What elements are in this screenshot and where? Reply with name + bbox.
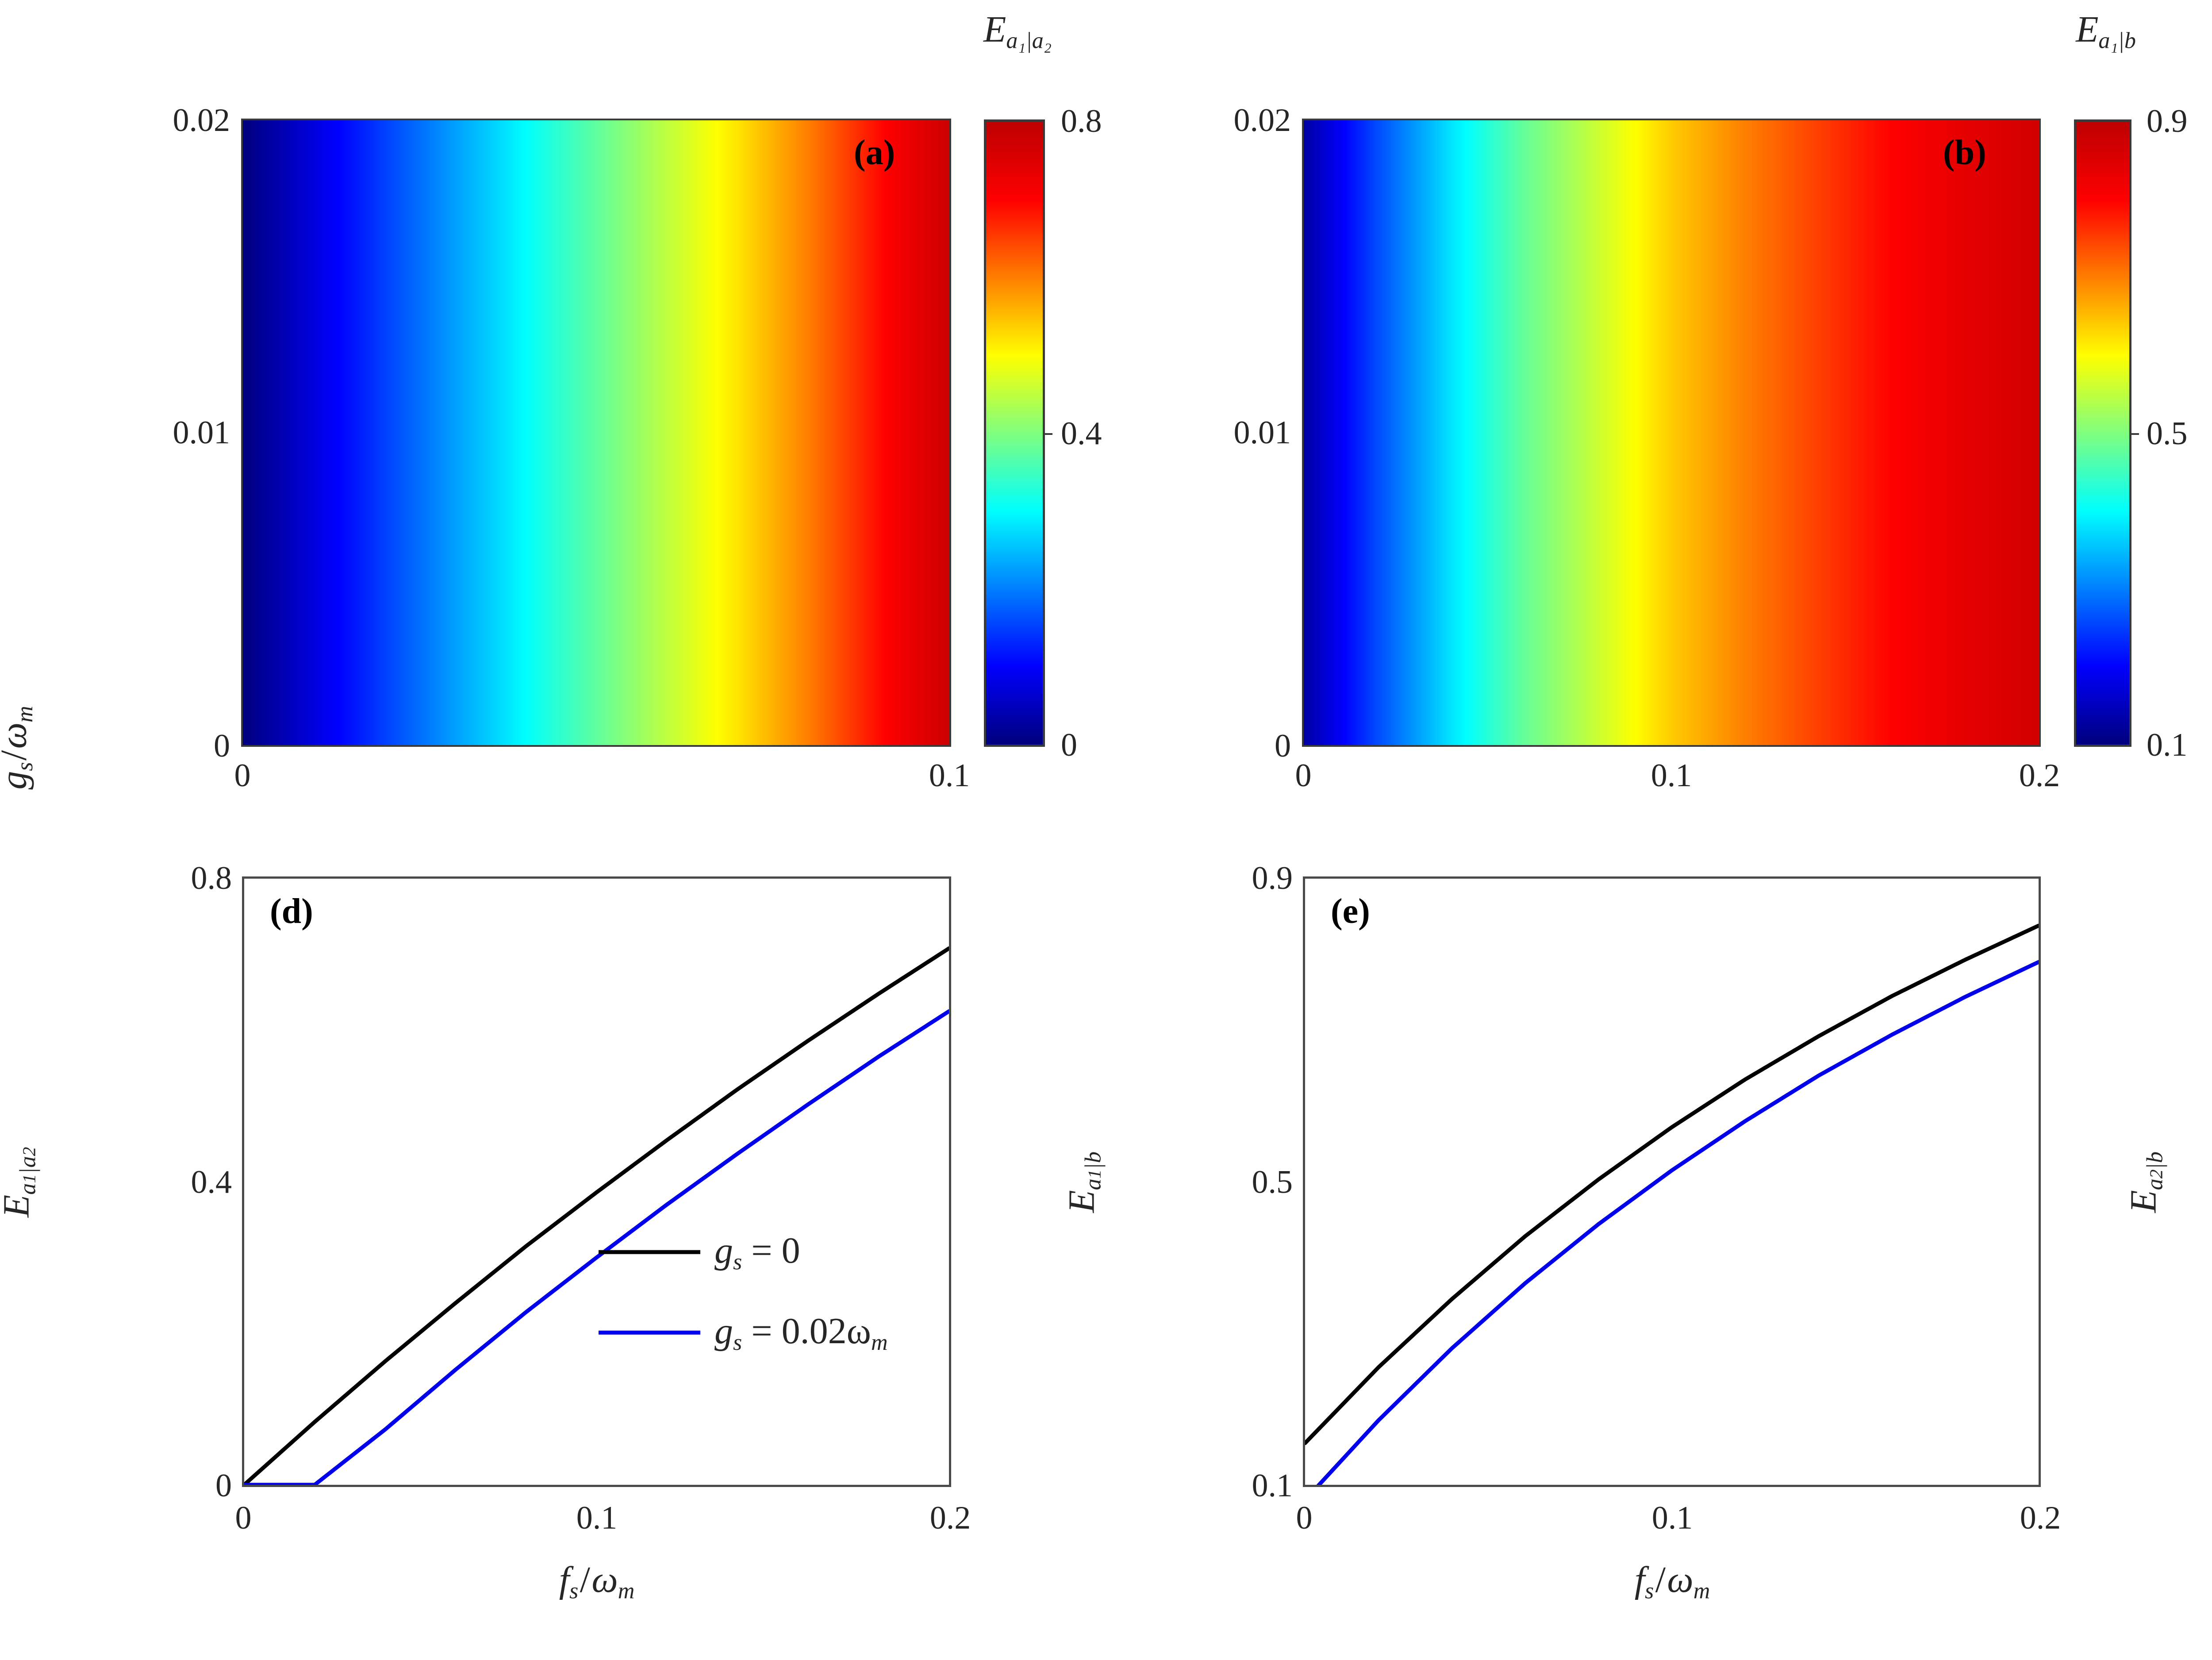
ytick-a-2: 0.02 bbox=[173, 102, 230, 138]
colorbar-a bbox=[984, 119, 1052, 747]
xtick-b-1: 0.1 bbox=[1651, 757, 1692, 794]
cbtick-b-0: 0.1 bbox=[2147, 727, 2188, 763]
cbtick-b-1: 0.5 bbox=[2147, 415, 2188, 452]
xtick-e-1: 0.1 bbox=[1651, 1500, 1693, 1536]
xtick-a-1: 0.1 bbox=[929, 757, 970, 794]
ytick-e-2: 0.9 bbox=[1252, 860, 1293, 896]
heatmap-b bbox=[1302, 119, 2041, 747]
lineplot-e bbox=[1303, 876, 2041, 1487]
xtick-b-0: 0 bbox=[1295, 757, 1312, 794]
panel-label-d: (d) bbox=[270, 892, 313, 931]
ytick-e-0: 0.1 bbox=[1252, 1468, 1293, 1504]
panel-label-b: (b) bbox=[1943, 133, 1986, 172]
curve-e-0 bbox=[1305, 923, 2039, 1445]
ytick-b-0: 0 bbox=[1275, 728, 1291, 764]
xtick-e-2: 0.2 bbox=[2020, 1500, 2061, 1536]
colorbar-tick-a-mid bbox=[1043, 433, 1052, 435]
colorbar-title-a: Ea₁|a₂ bbox=[983, 9, 1052, 54]
ytick-a-0: 0 bbox=[214, 728, 230, 764]
ylabel-a-g: g bbox=[0, 771, 34, 790]
xlabel-e: fs/ωm bbox=[1634, 1559, 1710, 1604]
xtick-e-0: 0 bbox=[1296, 1500, 1313, 1536]
panel-label-a: (a) bbox=[854, 133, 895, 172]
ylabel-e-sub: a1|b bbox=[1080, 1151, 1106, 1190]
curve-e-1 bbox=[1316, 960, 2039, 1485]
xtick-a-0: 0 bbox=[234, 757, 251, 794]
ylabel-d-sub: a1|a2 bbox=[15, 1147, 40, 1195]
xtick-b-2: 0.2 bbox=[2019, 757, 2060, 794]
legend-swatch-black bbox=[599, 1250, 700, 1254]
ylabel-d: Ea1|a2 bbox=[0, 1147, 41, 1217]
ytick-d-1: 0.4 bbox=[191, 1164, 232, 1200]
xtick-d-0: 0 bbox=[235, 1500, 252, 1536]
legend-label-0: gs = 0 bbox=[714, 1230, 800, 1275]
cbtick-a-0: 0 bbox=[1061, 727, 1077, 763]
ytick-d-2: 0.8 bbox=[191, 860, 232, 896]
cbtick-a-1: 0.4 bbox=[1061, 415, 1102, 452]
curve-d-1 bbox=[244, 1009, 949, 1485]
xtick-d-1: 0.1 bbox=[576, 1500, 618, 1536]
panel-label-e: (e) bbox=[1331, 892, 1370, 931]
colorbar-tick-b-mid bbox=[2129, 433, 2139, 435]
cbtick-a-2: 0.8 bbox=[1061, 103, 1102, 139]
ylabel-f-sub: a2|b bbox=[2142, 1151, 2167, 1190]
colorbar-title-b: Ea₁|b bbox=[2076, 9, 2136, 54]
colorbar-b bbox=[2074, 119, 2139, 747]
xtick-d-2: 0.2 bbox=[929, 1500, 971, 1536]
legend-label-1: gs = 0.02ωm bbox=[714, 1310, 888, 1355]
lineplot-d bbox=[242, 876, 951, 1487]
legend-swatch-blue bbox=[599, 1330, 700, 1335]
xlabel-d: fs/ωm bbox=[559, 1559, 635, 1604]
ytick-d-0: 0 bbox=[215, 1468, 232, 1504]
curve-d-0 bbox=[244, 946, 949, 1485]
ytick-e-1: 0.5 bbox=[1252, 1164, 1293, 1200]
ylabel-a: gs/ωm bbox=[0, 706, 38, 789]
ytick-b-2: 0.02 bbox=[1233, 102, 1291, 138]
ylabel-e: Ea1|b bbox=[1061, 1151, 1106, 1213]
ylabel-f: Ea2|b bbox=[2123, 1151, 2167, 1213]
ytick-b-1: 0.01 bbox=[1233, 415, 1291, 451]
heatmap-a bbox=[241, 119, 951, 747]
ytick-a-1: 0.01 bbox=[173, 415, 230, 451]
cbtick-b-2: 0.9 bbox=[2147, 103, 2188, 139]
